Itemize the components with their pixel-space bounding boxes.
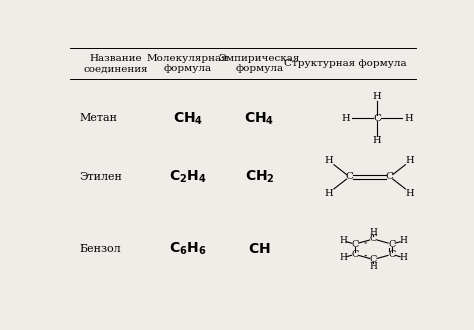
Text: $\mathbf{CH_2}$: $\mathbf{CH_2}$ [245, 169, 274, 185]
Text: H: H [406, 156, 414, 165]
Text: $\mathbf{C_6H_6}$: $\mathbf{C_6H_6}$ [169, 241, 207, 257]
Text: C: C [351, 250, 358, 259]
Text: Название
соединения: Название соединения [84, 54, 148, 74]
Text: H: H [325, 188, 334, 198]
Text: C: C [351, 240, 358, 248]
Text: H: H [369, 228, 377, 237]
Text: C: C [373, 114, 381, 123]
Text: C: C [346, 172, 354, 181]
Text: C: C [386, 172, 394, 181]
Text: H: H [406, 188, 414, 198]
Text: H: H [339, 253, 347, 262]
Text: $\mathbf{C_2H_4}$: $\mathbf{C_2H_4}$ [169, 169, 207, 185]
Text: Метан: Метан [80, 114, 118, 123]
Text: Бензол: Бензол [80, 244, 121, 254]
Text: Молекулярная
формула: Молекулярная формула [147, 54, 228, 74]
Text: $\mathbf{CH}$: $\mathbf{CH}$ [248, 242, 271, 256]
Text: Структурная формула: Структурная формула [284, 59, 407, 68]
Text: H: H [404, 114, 413, 123]
Text: H: H [325, 156, 334, 165]
Text: H: H [373, 136, 381, 145]
Text: C: C [388, 240, 395, 248]
Text: C: C [388, 250, 395, 259]
Text: Эмпирическая
формула: Эмпирическая формула [219, 54, 300, 74]
Text: H: H [341, 114, 350, 123]
Text: H: H [400, 236, 408, 245]
Text: H: H [400, 253, 408, 262]
Text: $\mathbf{CH_4}$: $\mathbf{CH_4}$ [173, 110, 203, 127]
Text: H: H [373, 91, 381, 101]
Text: H: H [339, 236, 347, 245]
Text: Этилен: Этилен [80, 172, 122, 182]
Text: C: C [370, 255, 377, 264]
Text: $\mathbf{CH_4}$: $\mathbf{CH_4}$ [244, 110, 274, 127]
Text: H: H [369, 262, 377, 271]
Text: C: C [370, 235, 377, 244]
